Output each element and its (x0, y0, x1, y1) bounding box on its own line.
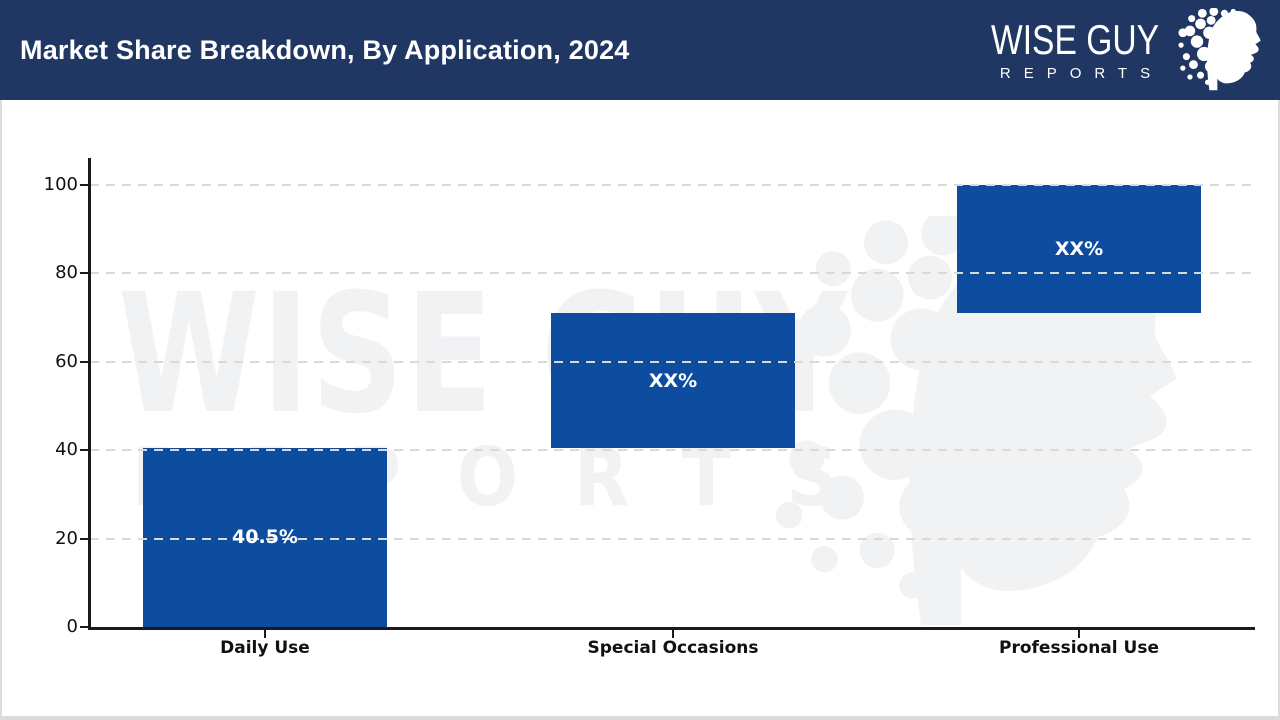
x-axis-category-label: Daily Use (220, 638, 310, 658)
y-axis-tick-label: 20 (55, 527, 78, 549)
y-axis-tick-label: 100 (43, 174, 78, 195)
y-axis-tick (80, 184, 88, 186)
gridline (90, 360, 1255, 363)
x-axis-line (88, 627, 1255, 630)
x-axis-tick (264, 630, 266, 638)
brand-wordmark: WISE GUY REPORTS (970, 16, 1180, 82)
bar-value-label: 40.5% (232, 526, 298, 549)
y-axis-tick-label: 60 (55, 350, 78, 372)
y-axis-tick (80, 360, 88, 363)
gridline (90, 272, 1255, 275)
y-axis-tick-label: 80 (55, 262, 78, 284)
page-title: Market Share Breakdown, By Application, … (20, 34, 630, 65)
bar-value-label: XX% (1054, 238, 1104, 261)
brand-head-icon (1178, 8, 1261, 91)
y-axis-tick-label: 0 (66, 616, 78, 637)
brand-name: WISE GUY (990, 16, 1159, 64)
chart-canvas: WISE GUY REPORTS 40.5% XX% XX% 0 20 40 60 80 100… (0, 100, 1280, 720)
y-axis-tick (80, 449, 88, 452)
brand-logo: WISE GUY REPORTS (970, 8, 1266, 92)
y-axis-line (88, 158, 91, 629)
y-axis-tick (80, 537, 88, 540)
y-axis-tick-label: 40 (55, 439, 78, 461)
x-axis-tick (672, 630, 674, 638)
y-axis-tick (80, 626, 88, 628)
brand-subtext: REPORTS (999, 64, 1164, 82)
gridline (90, 449, 1255, 452)
bar: 40.5% (143, 447, 387, 627)
gridline (90, 184, 1255, 186)
bar: XX% (957, 185, 1201, 314)
plot-area: 40.5% XX% XX% 0 20 40 60 80 100 Daily Use Special … (2, 100, 1278, 716)
bar-value-label: XX% (648, 369, 698, 392)
header: Market Share Breakdown, By Application, … (0, 0, 1280, 100)
x-axis-category-label: Professional Use (999, 638, 1159, 658)
bar: XX% (551, 313, 795, 448)
x-axis-category-label: Special Occasions (587, 638, 759, 658)
x-axis-tick (1078, 630, 1080, 638)
y-axis-tick (80, 272, 88, 275)
gridline (90, 537, 1255, 540)
